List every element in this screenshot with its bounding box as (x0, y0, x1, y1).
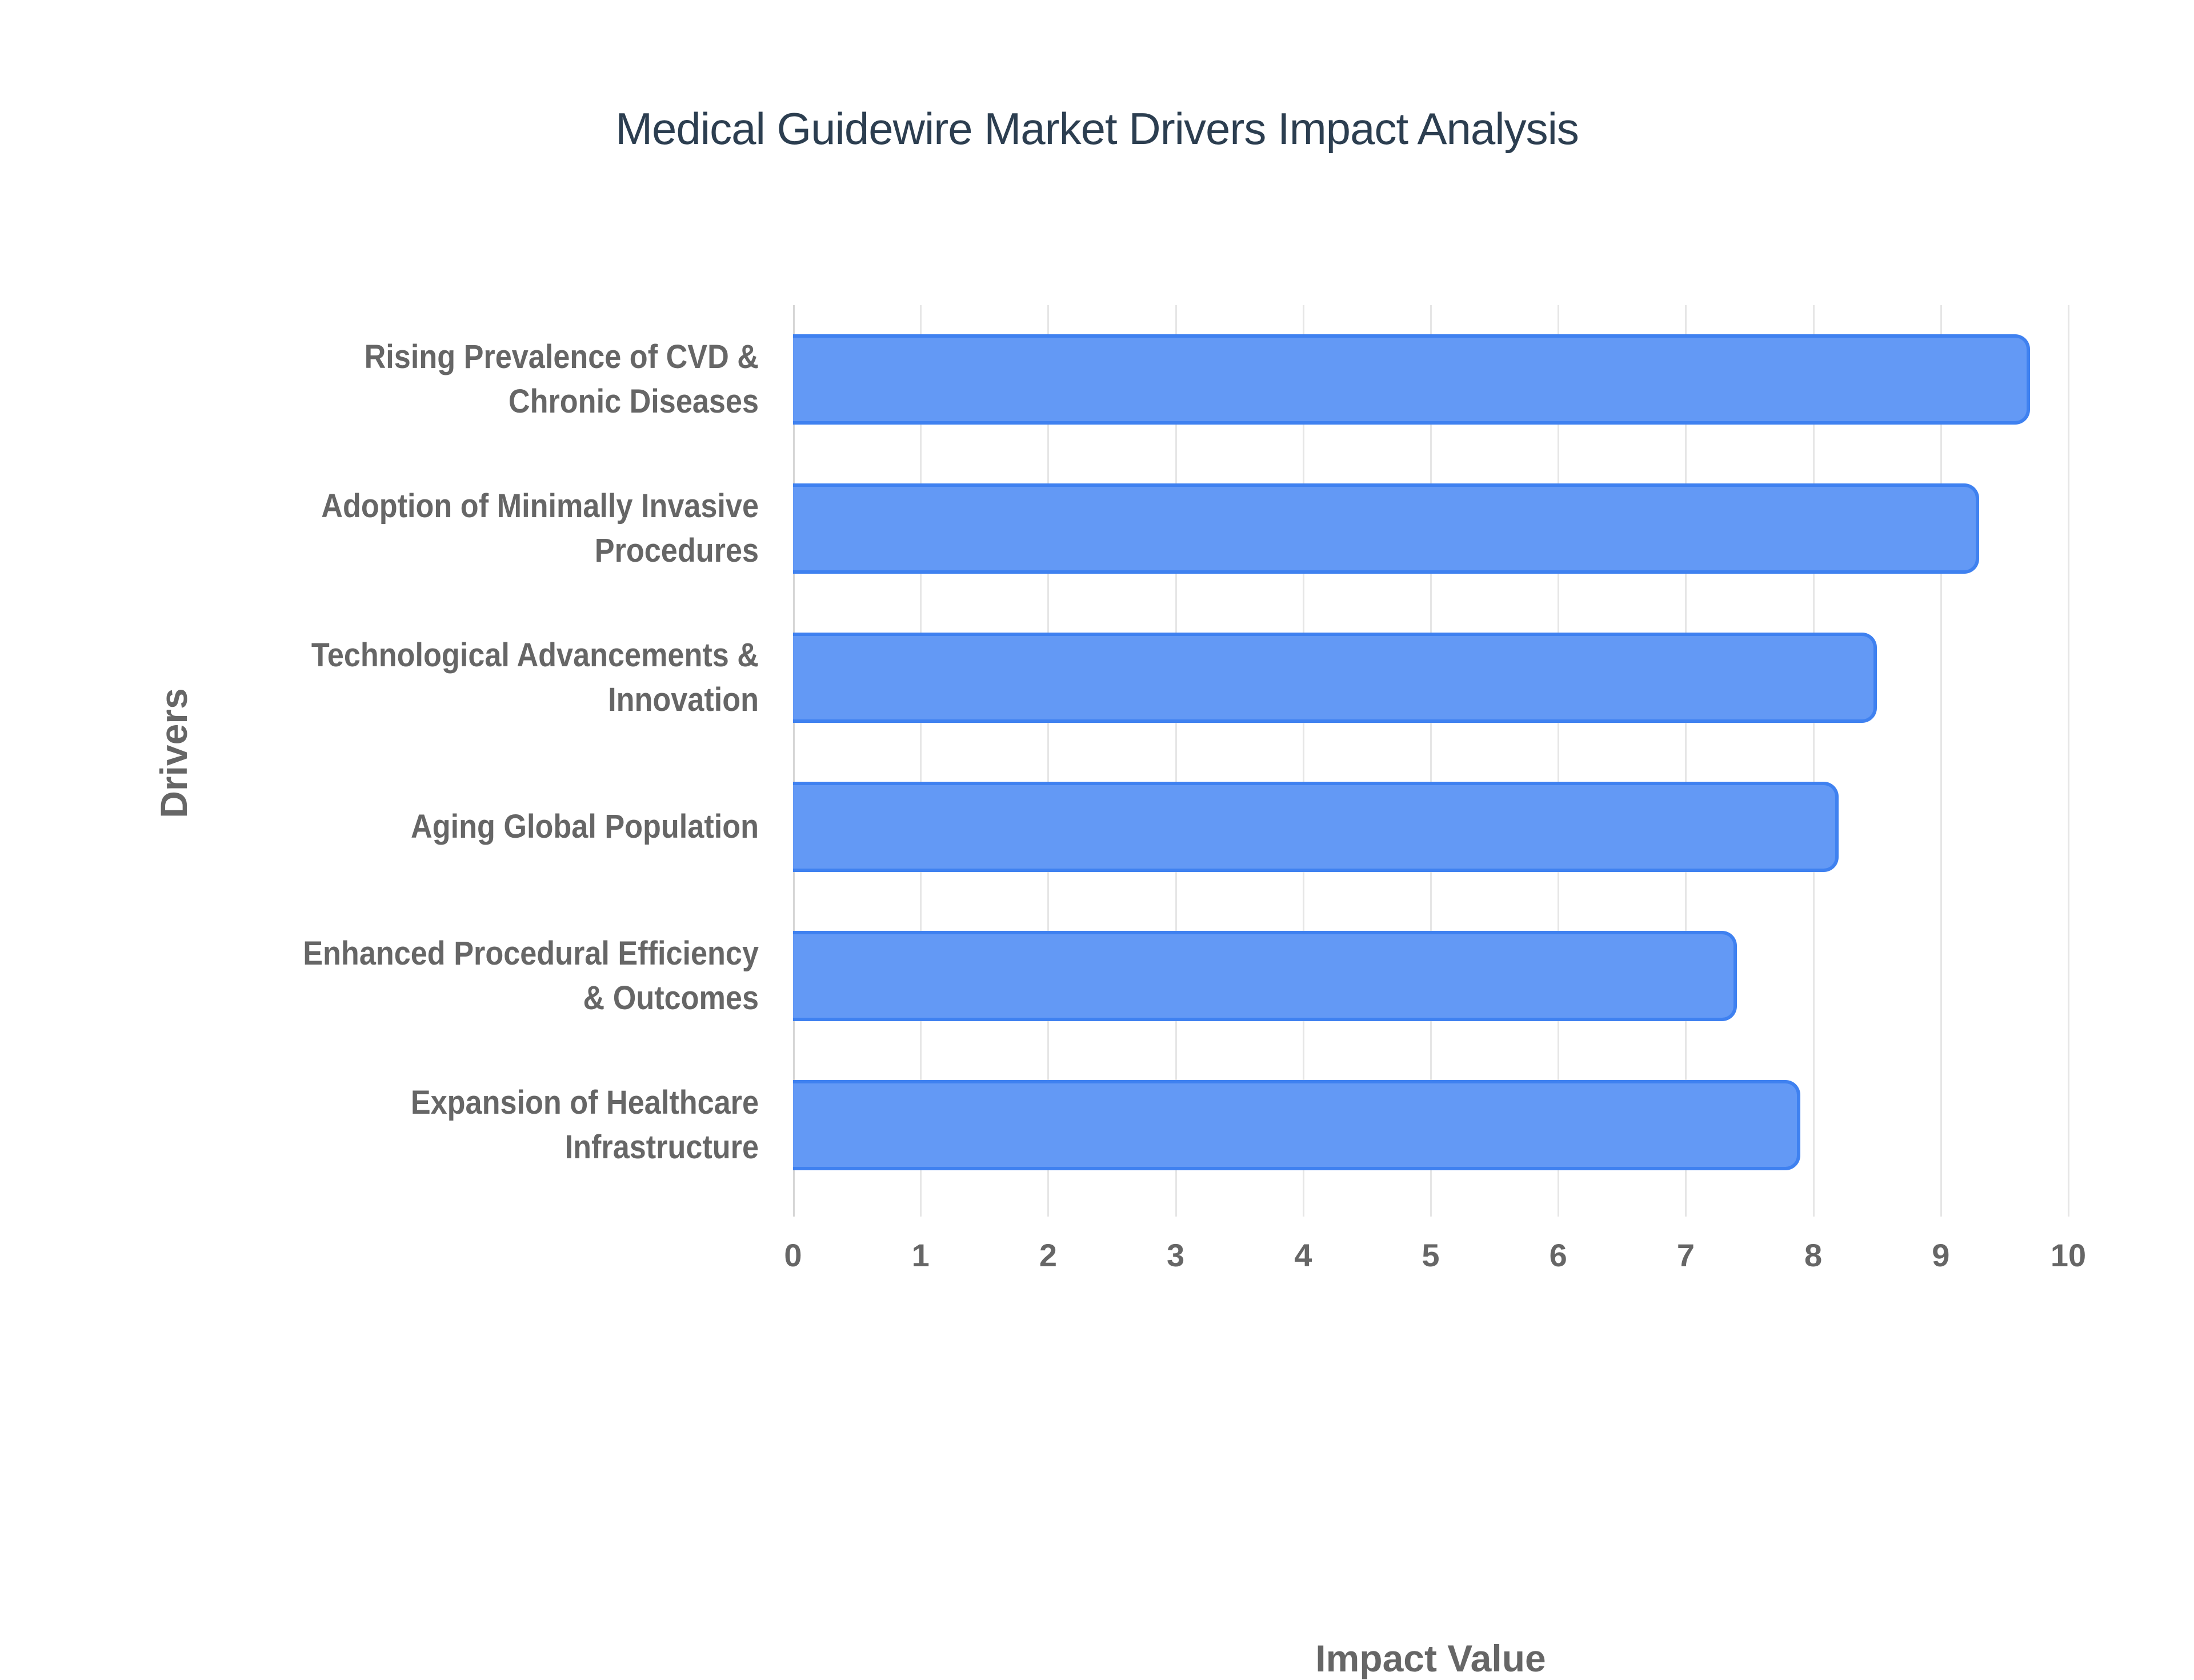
x-tick-label: 9 (1932, 1237, 1950, 1273)
x-tick-label: 7 (1676, 1237, 1695, 1273)
y-tick-label-line: Expansion of Healthcare (410, 1083, 759, 1121)
bar[interactable] (793, 633, 1877, 723)
x-tick-label: 5 (1422, 1237, 1440, 1273)
x-tick-label: 8 (1804, 1237, 1823, 1273)
y-tick-label: Enhanced Procedural Efficiency & Outcomes (193, 931, 759, 1021)
gridline (1430, 305, 1432, 1217)
y-tick-label-line: Technological Advancements & (311, 637, 759, 674)
x-tick-label: 0 (784, 1237, 802, 1273)
bar[interactable] (793, 930, 1737, 1021)
y-tick-label: Adoption of Minimally Invasive Procedures (193, 484, 759, 573)
x-tick-label: 1 (911, 1237, 930, 1273)
bar[interactable] (793, 1079, 1801, 1170)
y-tick-label-line: Rising Prevalence of CVD & (364, 338, 759, 376)
y-tick-label-line: Innovation (608, 681, 759, 719)
gridline (1047, 305, 1050, 1217)
bar[interactable] (793, 334, 2031, 425)
gridline (2068, 305, 2069, 1217)
bar[interactable] (793, 483, 1979, 574)
x-axis-title: Impact Value (1315, 1637, 1546, 1679)
gridline (1558, 305, 1560, 1217)
x-tick-label: 2 (1039, 1237, 1057, 1273)
gridline (1175, 305, 1177, 1217)
y-tick-label-line: Aging Global Population (411, 807, 759, 845)
y-tick-label-line: Infrastructure (564, 1128, 759, 1166)
plot-area: Impact Value 0 1 2 3 4 5 6 7 8 9 10 Rising Prevalen… (303, 305, 2086, 1679)
x-tick-label: 6 (1549, 1237, 1567, 1273)
x-tick-label: 4 (1294, 1237, 1312, 1273)
gridline (1302, 305, 1304, 1217)
y-tick-label: Expansion of Healthcare Infrastructure (193, 1081, 759, 1170)
y-tick-label-line: & Outcomes (583, 979, 759, 1017)
y-axis-title: Drivers (153, 688, 195, 818)
x-tick-label: 10 (2050, 1237, 2087, 1273)
y-axis-line (793, 305, 795, 1217)
y-tick-label-line: Procedures (594, 532, 759, 570)
bar[interactable] (793, 781, 1839, 872)
y-tick-label: Aging Global Population (193, 805, 759, 849)
y-tick-label-line: Adoption of Minimally Invasive (321, 487, 759, 525)
gridline (920, 305, 922, 1217)
y-tick-label-line: Enhanced Procedural Efficiency (303, 934, 759, 972)
y-tick-label: Rising Prevalence of CVD & Chronic Diseas… (193, 335, 759, 424)
gridline (1812, 305, 1815, 1217)
x-tick-label: 3 (1167, 1237, 1185, 1273)
gridline (1940, 305, 1942, 1217)
chart-title: Medical Guidewire Market Drivers Impact … (615, 103, 1579, 154)
y-tick-label-line: Chronic Diseases (508, 383, 759, 421)
y-tick-label: Technological Advancements & Innovation (193, 633, 759, 722)
gridline (1685, 305, 1687, 1217)
